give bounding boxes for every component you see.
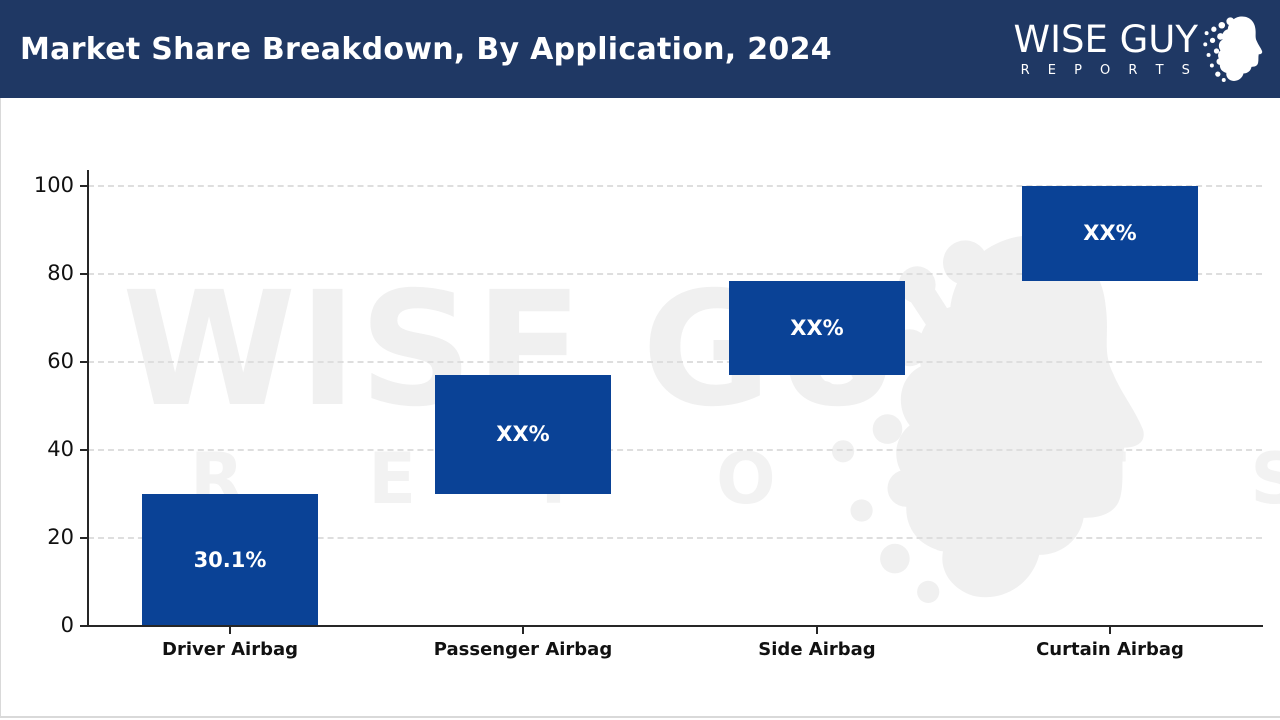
x-axis-tick bbox=[816, 627, 818, 634]
bar-value-label: XX% bbox=[790, 315, 844, 340]
y-gridline bbox=[88, 537, 1262, 539]
x-axis-category-label: Driver Airbag bbox=[162, 639, 298, 660]
y-axis-tick bbox=[80, 273, 88, 275]
wiseguy-face-icon bbox=[1203, 16, 1263, 82]
y-axis-tick bbox=[80, 361, 88, 363]
y-gridline bbox=[88, 361, 1262, 363]
x-axis-category-label: Side Airbag bbox=[758, 639, 876, 660]
bar-curtain-airbag: XX% bbox=[1022, 186, 1198, 281]
x-axis-line bbox=[87, 625, 1263, 627]
y-axis-tick-label: 100 bbox=[33, 173, 74, 197]
chart-title: Market Share Breakdown, By Application, … bbox=[20, 31, 832, 67]
bottom-border-rule bbox=[0, 716, 1280, 718]
y-axis-tick bbox=[80, 185, 88, 187]
bar-value-label: XX% bbox=[496, 422, 550, 447]
x-axis-tick bbox=[1109, 627, 1111, 634]
left-border-rule bbox=[0, 98, 1, 718]
y-axis-tick-label: 20 bbox=[47, 525, 74, 549]
x-axis-tick bbox=[229, 627, 231, 634]
y-gridline bbox=[88, 273, 1262, 275]
bar-side-airbag: XX% bbox=[729, 280, 905, 376]
y-axis-tick-label: 80 bbox=[47, 261, 74, 285]
y-axis-line bbox=[87, 170, 89, 627]
y-axis-tick bbox=[80, 625, 88, 627]
y-gridline bbox=[88, 185, 1262, 187]
wiseguy-logo-text: WISE GUY R E P O R T S bbox=[1014, 21, 1198, 78]
x-axis-tick bbox=[522, 627, 524, 634]
y-gridline bbox=[88, 449, 1262, 451]
logo-wordmark: WISE GUY bbox=[1013, 17, 1198, 61]
bar-value-label: 30.1% bbox=[193, 547, 267, 572]
bar-passenger-airbag: XX% bbox=[435, 375, 611, 494]
y-axis-tick-label: 0 bbox=[60, 613, 74, 637]
bar-driver-airbag: 30.1% bbox=[142, 493, 318, 626]
x-axis-category-label: Passenger Airbag bbox=[433, 639, 613, 660]
logo-subtitle: R E P O R T S bbox=[1020, 62, 1197, 78]
x-axis-category-label: Curtain Airbag bbox=[1036, 639, 1184, 660]
y-axis-tick bbox=[80, 537, 88, 539]
y-axis-tick-label: 40 bbox=[47, 437, 74, 461]
bar-value-label: XX% bbox=[1083, 221, 1137, 246]
y-axis-tick-label: 60 bbox=[47, 349, 74, 373]
y-axis-tick bbox=[80, 449, 88, 451]
wiseguy-logo: WISE GUY R E P O R T S bbox=[1014, 7, 1266, 91]
header-bar: Market Share Breakdown, By Application, … bbox=[0, 0, 1280, 98]
